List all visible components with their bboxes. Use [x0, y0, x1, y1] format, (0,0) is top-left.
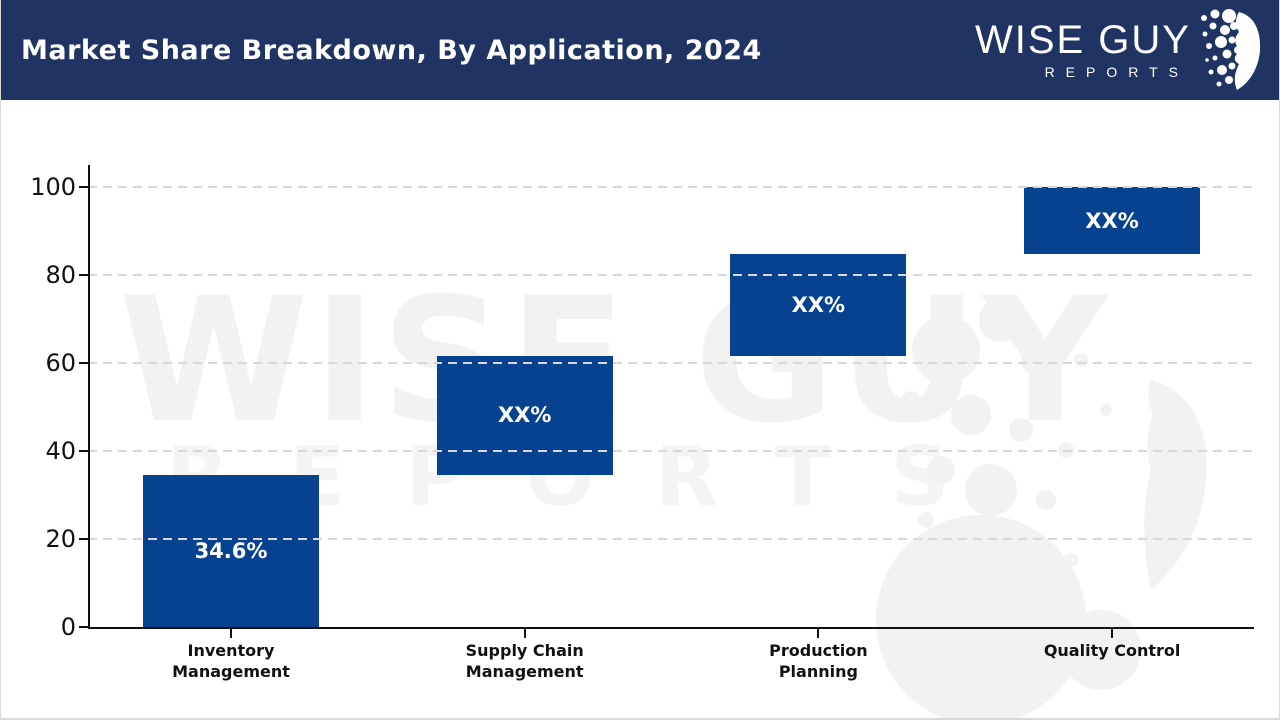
- bar-2: XX%: [436, 355, 613, 475]
- y-tick-label: 80: [45, 261, 76, 289]
- x-axis-line: [88, 627, 1254, 629]
- page-title: Market Share Breakdown, By Application, …: [21, 34, 762, 66]
- y-tick-label: 0: [60, 613, 76, 641]
- x-tick-mark: [817, 629, 820, 638]
- y-tick-mark: [79, 274, 88, 276]
- bar-4: XX%: [1024, 187, 1201, 255]
- category-label-line: Quality Control: [1043, 641, 1181, 660]
- category-label: Supply Chain Management: [405, 640, 645, 682]
- bar-1: 34.6%: [143, 474, 319, 627]
- brand-face-icon: [1201, 9, 1261, 90]
- y-axis-line: [88, 165, 90, 629]
- category-label-line: Production: [769, 641, 868, 660]
- x-tick-mark: [1111, 629, 1114, 638]
- category-label-line: Inventory: [187, 641, 275, 660]
- y-tick-mark: [79, 186, 88, 188]
- y-gridline: [88, 362, 1254, 364]
- y-tick-label: 100: [30, 173, 76, 201]
- bar-value-label: XX%: [1085, 208, 1139, 233]
- bar-3: XX%: [730, 254, 907, 356]
- y-tick-mark: [79, 362, 88, 364]
- bar-value-label: XX%: [497, 403, 552, 428]
- y-gridline: [88, 186, 1254, 188]
- category-label-line: Management: [172, 662, 290, 681]
- y-tick-mark: [79, 450, 88, 452]
- y-gridline: [88, 274, 1254, 276]
- bar-value-label: XX%: [791, 293, 846, 318]
- category-label-line: Supply Chain: [465, 641, 584, 660]
- y-tick-label: 20: [45, 525, 76, 553]
- category-label: Production Planning: [698, 640, 938, 682]
- y-gridline: [88, 450, 1254, 452]
- bar-value-label: 34.6%: [194, 538, 268, 563]
- category-label: Inventory Management: [111, 640, 351, 682]
- brand-logo: WISE GUY REPORTS: [975, 6, 1263, 94]
- x-tick-mark: [523, 629, 526, 638]
- category-label-line: Planning: [778, 662, 858, 681]
- y-tick-label: 40: [45, 437, 76, 465]
- header: Market Share Breakdown, By Application, …: [1, 0, 1279, 100]
- category-label: Quality Control: [992, 640, 1232, 661]
- y-gridline: [88, 538, 1254, 540]
- y-tick-label: 60: [45, 349, 76, 377]
- y-tick-mark: [79, 538, 88, 540]
- brand-logo-text: WISE GUY REPORTS: [975, 20, 1191, 80]
- brand-name: WISE GUY: [974, 18, 1191, 62]
- brand-subname: REPORTS: [1044, 64, 1189, 80]
- category-label-line: Management: [465, 662, 584, 681]
- x-tick-mark: [230, 629, 232, 638]
- y-tick-mark: [79, 626, 88, 628]
